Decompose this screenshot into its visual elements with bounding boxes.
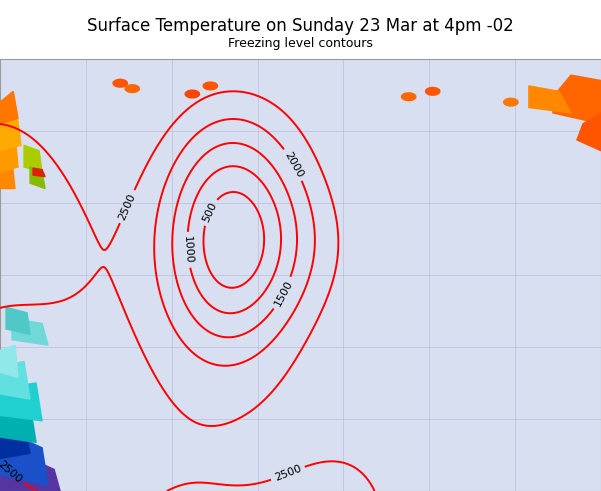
- Polygon shape: [30, 167, 45, 189]
- Polygon shape: [203, 82, 218, 90]
- Polygon shape: [0, 345, 18, 378]
- Polygon shape: [0, 135, 18, 172]
- Text: 1500: 1500: [272, 278, 294, 308]
- Text: Surface Temperature on Sunday 23 Mar at 4pm -02: Surface Temperature on Sunday 23 Mar at …: [87, 17, 514, 35]
- Polygon shape: [0, 113, 21, 151]
- Polygon shape: [564, 104, 578, 111]
- Text: 2500: 2500: [117, 191, 138, 221]
- Polygon shape: [0, 426, 30, 459]
- Polygon shape: [582, 87, 596, 95]
- Polygon shape: [0, 459, 60, 491]
- Polygon shape: [0, 394, 36, 442]
- Polygon shape: [0, 361, 30, 399]
- Polygon shape: [12, 318, 48, 345]
- Polygon shape: [401, 93, 416, 101]
- Polygon shape: [33, 168, 45, 177]
- Polygon shape: [185, 90, 200, 98]
- Polygon shape: [534, 90, 548, 98]
- Polygon shape: [113, 80, 127, 87]
- Polygon shape: [504, 98, 518, 106]
- Polygon shape: [577, 113, 601, 151]
- Polygon shape: [0, 91, 18, 124]
- Text: Freezing level contours: Freezing level contours: [228, 37, 373, 50]
- Text: 2500: 2500: [0, 459, 23, 485]
- Polygon shape: [0, 383, 42, 421]
- Text: 2500: 2500: [273, 464, 303, 483]
- Polygon shape: [24, 145, 42, 172]
- Polygon shape: [6, 307, 30, 334]
- Polygon shape: [0, 437, 48, 486]
- Text: 500: 500: [200, 200, 218, 223]
- Polygon shape: [529, 86, 571, 113]
- Polygon shape: [0, 162, 15, 189]
- Polygon shape: [426, 87, 440, 95]
- Text: 2000: 2000: [282, 150, 305, 179]
- Polygon shape: [553, 75, 601, 124]
- Text: 1000: 1000: [182, 236, 194, 264]
- Polygon shape: [125, 85, 139, 92]
